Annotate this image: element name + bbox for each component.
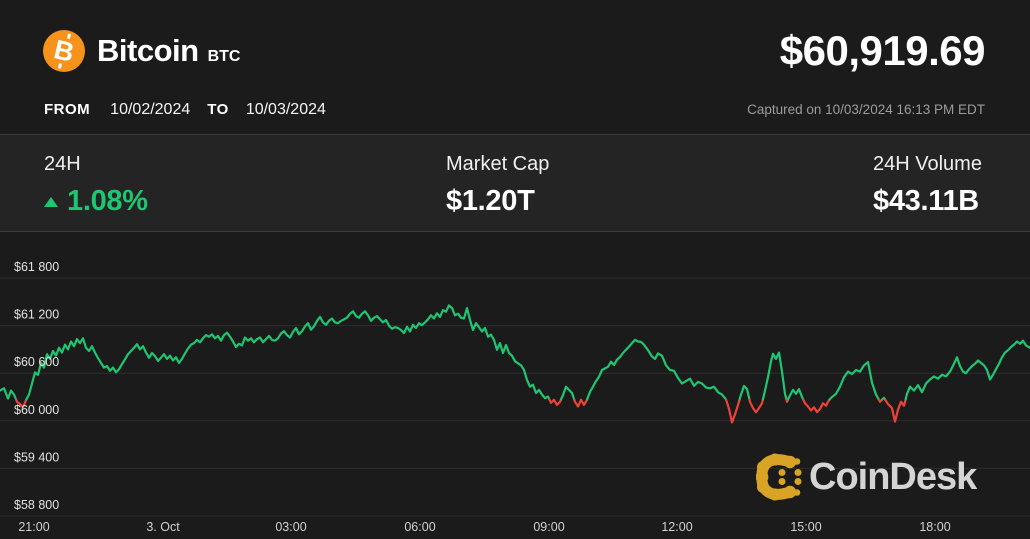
stat-24h-change: 24H 1.08% [44,153,148,218]
from-date[interactable]: 10/02/2024 [110,101,191,118]
svg-text:$60 600: $60 600 [14,355,59,369]
stats-bar: 24H 1.08% Market Cap $1.20T 24H Volume $… [0,134,1030,232]
svg-text:15:00: 15:00 [790,520,821,534]
market-cap-label: Market Cap [446,153,550,175]
svg-text:$61 800: $61 800 [14,260,59,274]
to-label: TO [207,101,229,118]
svg-text:03:00: 03:00 [275,520,306,534]
svg-text:12:00: 12:00 [661,520,692,534]
coin-name: Bitcoin [97,33,199,68]
market-cap-value: $1.20T [446,185,535,217]
stat-market-cap: Market Cap $1.20T [446,153,549,218]
svg-text:$59 400: $59 400 [14,450,59,464]
change-value: 1.08% [44,185,148,218]
svg-text:$61 200: $61 200 [14,308,59,322]
svg-text:18:00: 18:00 [919,520,950,534]
change-label: 24H [44,153,81,175]
bitcoin-logo-icon: B [43,30,85,72]
svg-text:3. Oct: 3. Oct [146,520,180,534]
captured-timestamp: Captured on 10/03/2024 16:13 PM EDT [747,102,985,117]
price-chart-svg: $61 800 $61 200 $60 600 $60 000 $59 400 $58 8… [0,260,1030,534]
coin-identity: B Bitcoin BTC [43,30,240,72]
svg-text:06:00: 06:00 [404,520,435,534]
coindesk-wordmark: CoinDesk [809,456,977,498]
svg-text:21:00: 21:00 [18,520,49,534]
stat-24h-volume: 24H Volume $43.11B [873,153,982,218]
date-range: FROM 10/02/2024 TO 10/03/2024 [44,101,326,119]
price-chart: $61 800 $61 200 $60 600 $60 000 $59 400 $58 8… [0,234,1030,539]
from-label: FROM [44,101,91,118]
coindesk-logo-icon [756,453,802,501]
to-date[interactable]: 10/03/2024 [245,101,326,118]
svg-text:$58 800: $58 800 [14,498,59,512]
header-subrow: FROM 10/02/2024 TO 10/03/2024 Captured o… [44,101,985,119]
volume-label: 24H Volume [873,153,982,175]
svg-text:$60 000: $60 000 [14,403,59,417]
svg-text:09:00: 09:00 [533,520,564,534]
up-arrow-icon [44,196,58,207]
volume-value: $43.11B [873,185,979,217]
header: B Bitcoin BTC $60,919.69 [43,27,986,74]
current-price: $60,919.69 [779,27,986,74]
coin-symbol: BTC [207,48,241,65]
coindesk-watermark: CoinDesk [756,453,977,501]
